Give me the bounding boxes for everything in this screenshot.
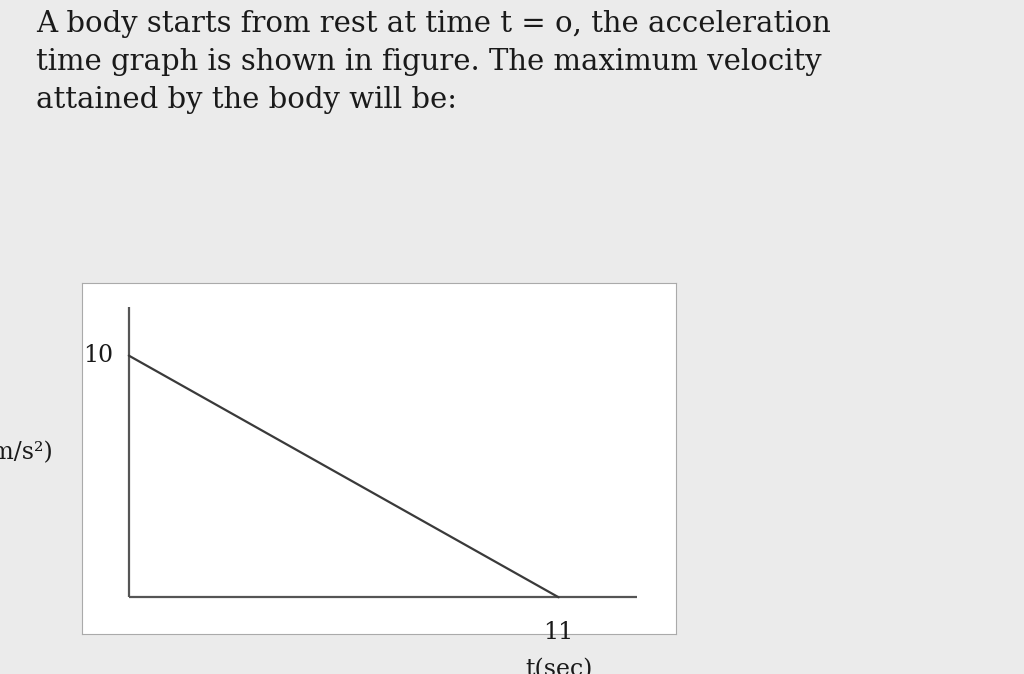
Text: t(sec): t(sec)	[525, 658, 592, 674]
Text: 11: 11	[544, 621, 573, 644]
Text: a(m/s²): a(m/s²)	[0, 441, 54, 464]
Text: 10: 10	[83, 344, 114, 367]
Text: A body starts from rest at time t = o, the acceleration
time graph is shown in f: A body starts from rest at time t = o, t…	[36, 10, 830, 114]
